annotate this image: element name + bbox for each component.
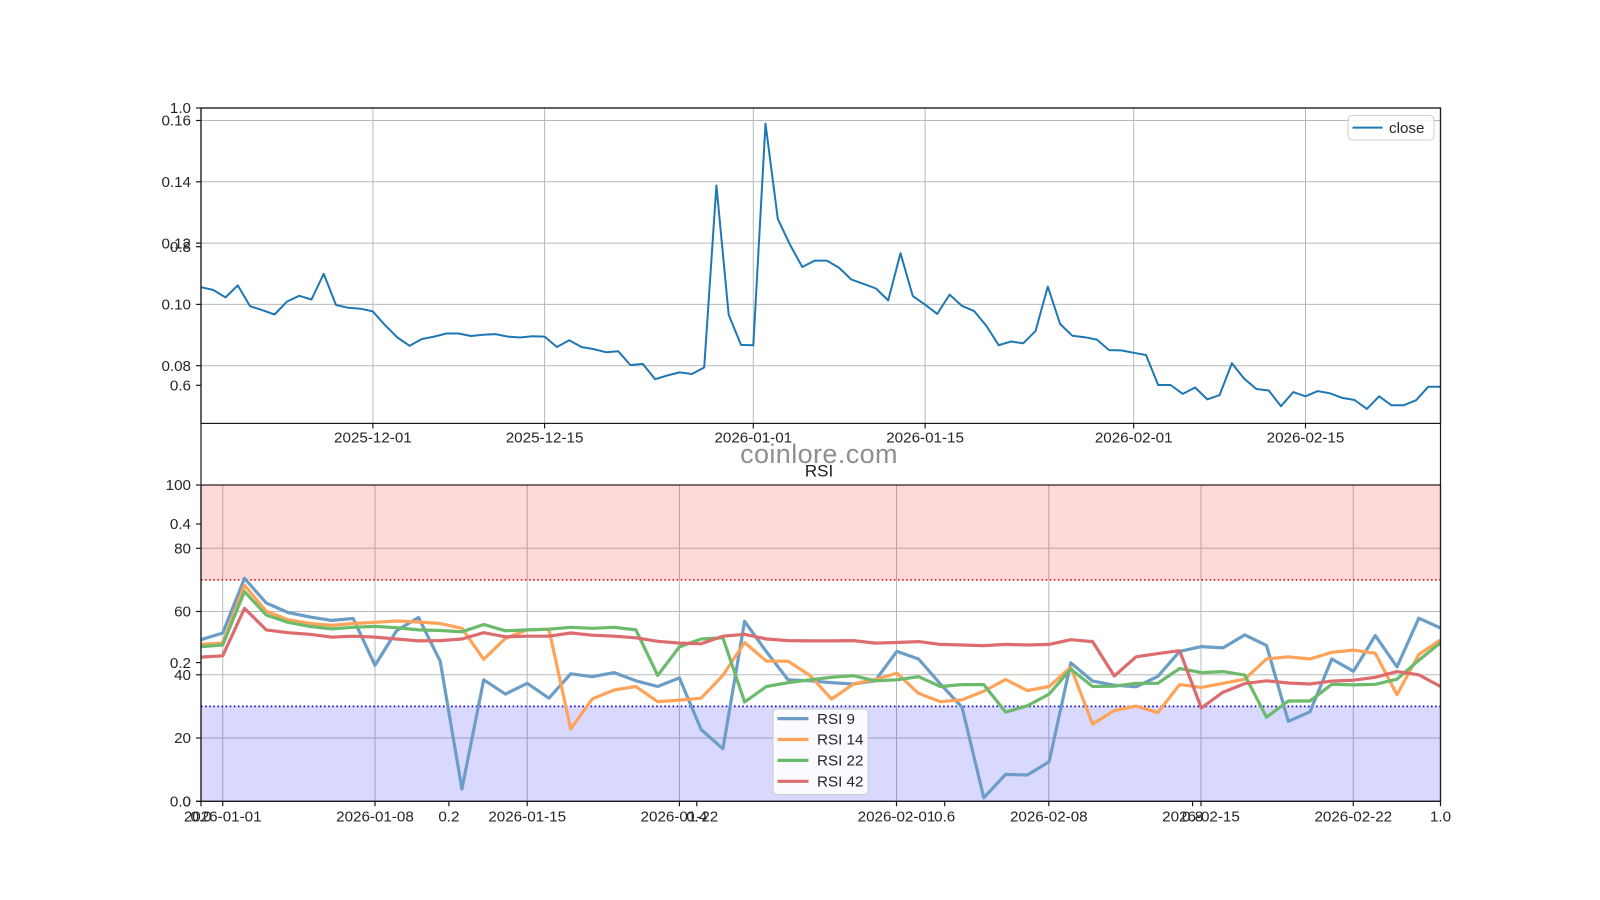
svg-text:60: 60 (174, 604, 191, 621)
svg-text:close: close (1389, 120, 1424, 137)
svg-text:0.4: 0.4 (686, 809, 707, 826)
svg-text:0: 0 (183, 794, 191, 811)
svg-text:2026-01-01: 2026-01-01 (184, 809, 262, 826)
svg-text:100: 100 (166, 477, 191, 494)
svg-text:0.4: 0.4 (170, 516, 191, 533)
svg-text:2026-01-08: 2026-01-08 (336, 809, 414, 826)
svg-text:RSI 14: RSI 14 (817, 732, 863, 749)
svg-text:RSI 22: RSI 22 (817, 753, 863, 770)
svg-text:2026-02-22: 2026-02-22 (1314, 809, 1392, 826)
svg-text:0.0: 0.0 (190, 809, 211, 826)
svg-text:RSI 42: RSI 42 (817, 774, 863, 791)
svg-text:2026-01-15: 2026-01-15 (886, 430, 964, 447)
svg-text:0.16: 0.16 (161, 113, 191, 130)
svg-text:0.2: 0.2 (170, 655, 191, 672)
svg-text:2025-12-01: 2025-12-01 (334, 430, 412, 447)
svg-text:0.12: 0.12 (161, 235, 191, 252)
svg-text:0.14: 0.14 (161, 174, 191, 191)
svg-text:0.08: 0.08 (161, 358, 191, 375)
svg-text:1.0: 1.0 (170, 100, 191, 117)
svg-text:2026-01-15: 2026-01-15 (488, 809, 566, 826)
svg-text:2025-12-15: 2025-12-15 (506, 430, 584, 447)
svg-text:40: 40 (174, 667, 191, 684)
svg-text:2026-02-01: 2026-02-01 (1095, 430, 1173, 447)
svg-text:coinlore.com: coinlore.com (740, 439, 898, 469)
svg-text:1.0: 1.0 (1430, 809, 1451, 826)
svg-text:0.2: 0.2 (438, 809, 459, 826)
svg-text:0.8: 0.8 (1182, 809, 1203, 826)
svg-text:2026-02-08: 2026-02-08 (1010, 809, 1088, 826)
svg-text:0.10: 0.10 (161, 297, 191, 314)
svg-text:0.8: 0.8 (170, 239, 191, 256)
svg-text:2026-02-01: 2026-02-01 (858, 809, 936, 826)
svg-text:RSI: RSI (805, 462, 833, 481)
svg-text:0.6: 0.6 (934, 809, 955, 826)
svg-text:2026-02-15: 2026-02-15 (1162, 809, 1240, 826)
svg-text:2026-01-01: 2026-01-01 (714, 430, 792, 447)
svg-text:0.0: 0.0 (170, 794, 191, 811)
svg-text:2026-02-15: 2026-02-15 (1267, 430, 1345, 447)
svg-text:80: 80 (174, 541, 191, 558)
svg-text:RSI 9: RSI 9 (817, 711, 855, 728)
svg-text:2026-01-22: 2026-01-22 (641, 809, 719, 826)
svg-text:20: 20 (174, 730, 191, 747)
svg-text:0.6: 0.6 (170, 378, 191, 395)
